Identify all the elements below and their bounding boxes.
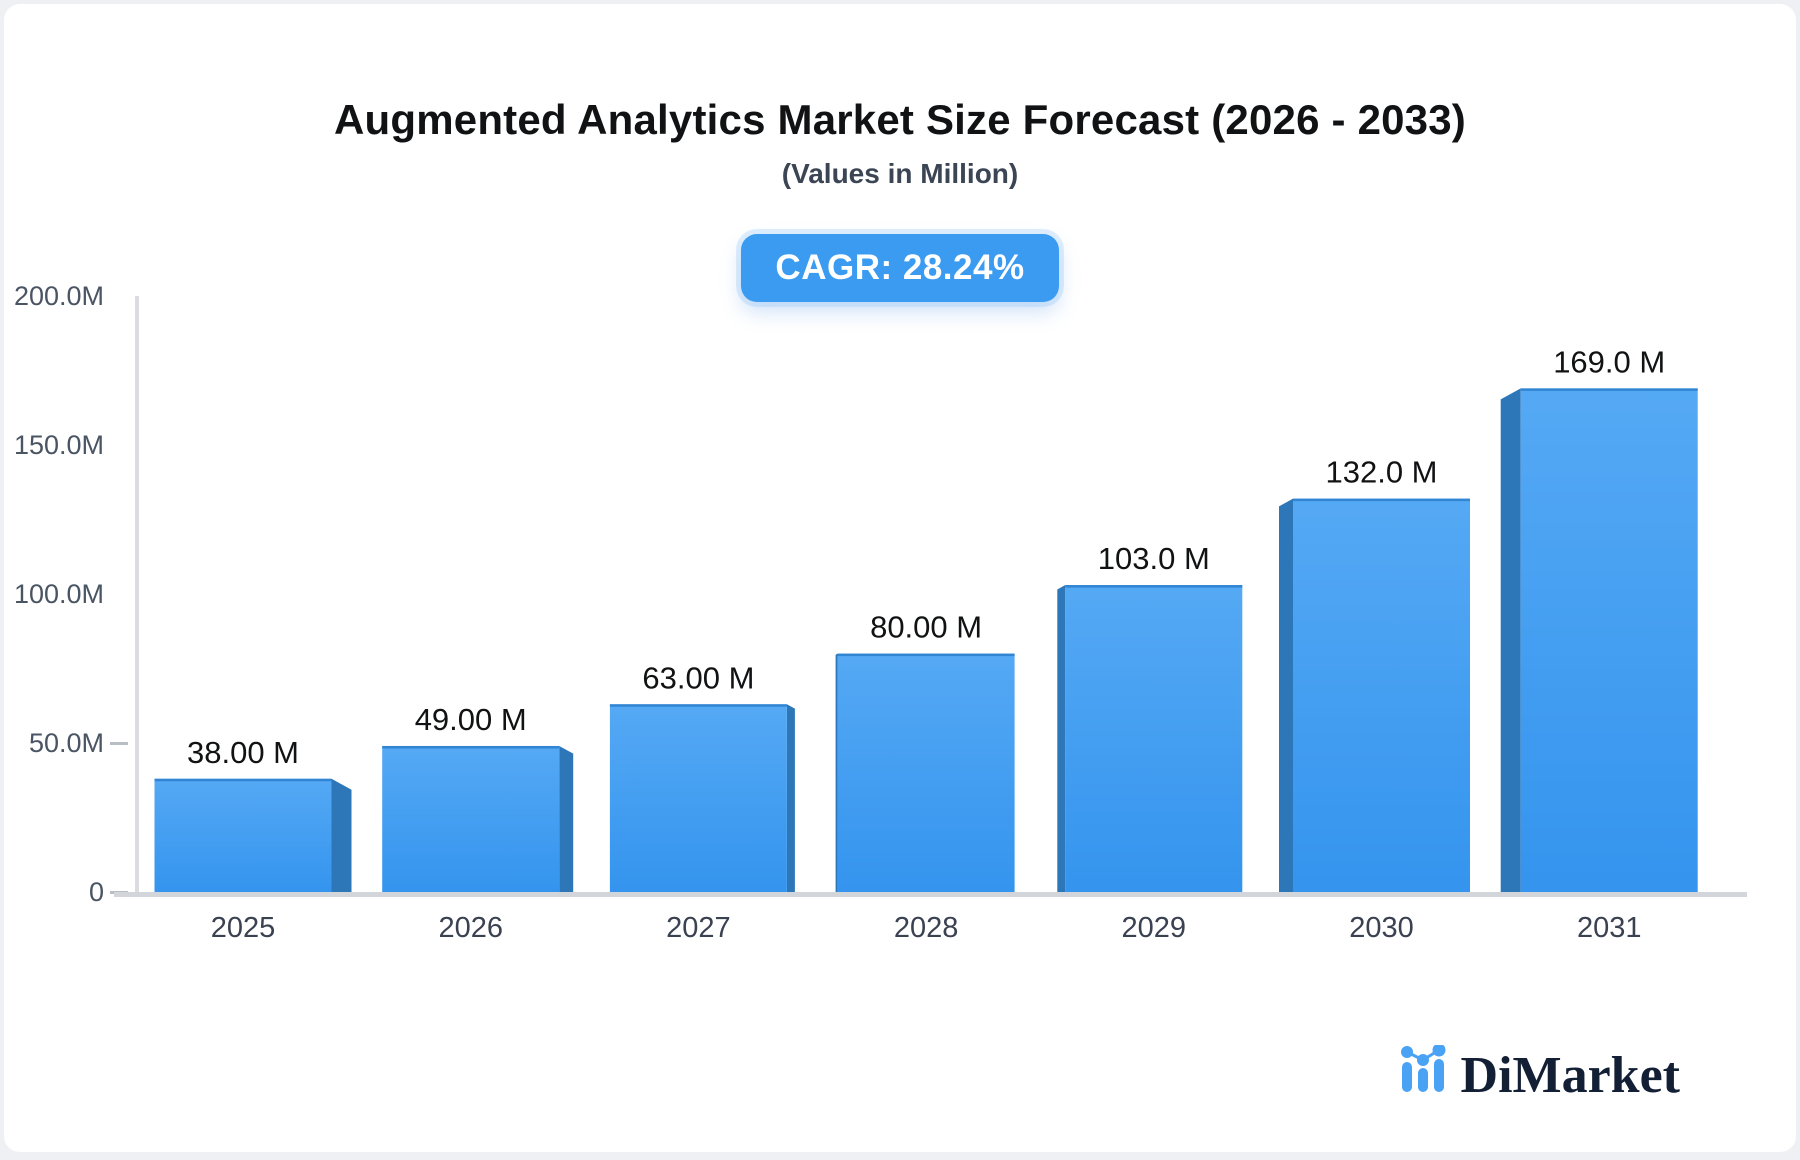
chart-title: Augmented Analytics Market Size Forecast… <box>333 96 1466 143</box>
bar-line-chart-icon <box>1397 1043 1449 1102</box>
y-axis-label: 50.0M <box>29 728 104 758</box>
bar-front-face <box>609 704 787 892</box>
y-axis-line <box>135 296 139 894</box>
bar-2031[interactable]: 169.0 M 2031 <box>1500 344 1698 944</box>
bar-side-face <box>835 653 838 892</box>
bar-front-face <box>154 778 332 892</box>
bar-2026[interactable]: 49.00 M 2026 <box>382 702 574 944</box>
chart-card: 0 50.0M 100.0M 150.0M 200.0M 38.00 M 2025 49.00… <box>4 4 1796 1152</box>
bar-2027[interactable]: 63.00 M 2027 <box>609 660 795 944</box>
bar-value-label: 49.00 M <box>415 702 527 737</box>
bar-2028[interactable]: 80.00 M 2028 <box>835 610 1015 944</box>
bar-2030[interactable]: 132.0 M 2030 <box>1279 455 1470 944</box>
x-axis-label: 2028 <box>894 912 959 944</box>
bar-value-label: 38.00 M <box>187 735 299 770</box>
bar-front-face <box>382 745 560 892</box>
bar-side-face <box>786 704 795 892</box>
bar-value-label: 169.0 M <box>1553 344 1665 379</box>
x-axis-label: 2027 <box>666 912 731 944</box>
x-axis-label: 2030 <box>1349 912 1414 944</box>
bar-top-edge <box>609 704 787 707</box>
bar-value-label: 80.00 M <box>870 610 982 645</box>
bar-side-face <box>1500 388 1521 892</box>
bar-side-face <box>1057 585 1066 892</box>
x-axis-label: 2031 <box>1577 912 1642 944</box>
bar-front-face <box>1065 585 1243 892</box>
y-axis-label: 150.0M <box>14 430 104 460</box>
bar-top-edge <box>1293 498 1470 502</box>
x-axis-label: 2026 <box>438 912 503 944</box>
bar-top-edge <box>154 778 332 782</box>
bar-value-label: 132.0 M <box>1325 455 1437 490</box>
bar-value-label: 63.00 M <box>642 660 754 695</box>
x-axis-label: 2029 <box>1122 912 1187 944</box>
chart-subtitle: (Values in Million) <box>781 158 1019 189</box>
bar-front-face <box>1520 388 1698 892</box>
y-axis-label: 200.0M <box>14 281 104 311</box>
brand-logo: DiMarket <box>1397 1043 1680 1104</box>
y-axis-label: 100.0M <box>14 579 104 609</box>
x-axis-label: 2025 <box>211 912 276 944</box>
bar-front-face <box>837 653 1015 892</box>
y-axis-tick <box>110 742 128 745</box>
y-axis-label: 0 <box>89 877 104 907</box>
chart-header: Augmented Analytics Market Size Forecast… <box>4 4 1796 302</box>
brand-name: DiMarket <box>1460 1047 1680 1104</box>
bar-top-edge <box>1065 585 1243 588</box>
bar-side-face <box>559 745 574 892</box>
bar-front-face <box>1293 498 1470 892</box>
bar-value-label: 103.0 M <box>1098 541 1210 576</box>
bar-side-face <box>1279 498 1293 892</box>
bar-2029[interactable]: 103.0 M 2029 <box>1057 541 1243 944</box>
bar-top-edge <box>382 745 560 749</box>
cagr-badge: CAGR: 28.24% <box>741 234 1059 302</box>
x-axis-baseline <box>114 892 1747 897</box>
bar-side-face <box>331 778 352 892</box>
bar-chart: 0 50.0M 100.0M 150.0M 200.0M 38.00 M 2025 49.00… <box>14 281 1747 944</box>
bar-2025[interactable]: 38.00 M 2025 <box>154 735 352 944</box>
bar-top-edge <box>1520 388 1698 391</box>
bar-top-edge <box>837 653 1015 657</box>
